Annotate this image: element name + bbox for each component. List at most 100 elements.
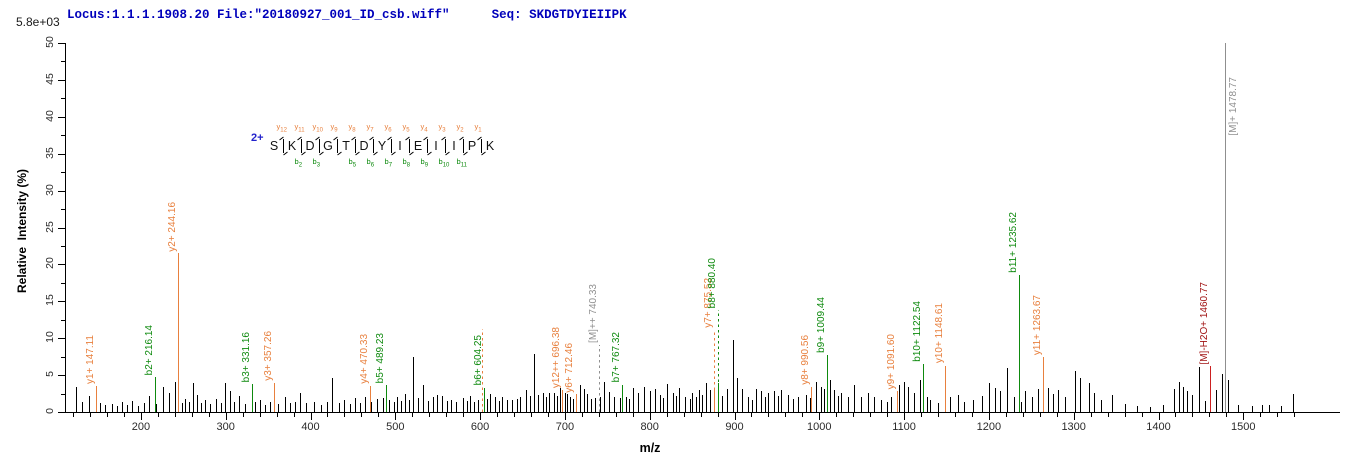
y-ion-tag-y3: y3 <box>438 121 446 133</box>
ion-peak-M-H2O-label: [M]-H2O+ 1460.77 <box>1199 281 1211 365</box>
ion-peak-b5-label: b5+ 489.23 <box>375 333 387 384</box>
spectrum-peak <box>428 400 430 412</box>
spectrum-peak <box>760 390 762 412</box>
ion-peak-y2 <box>178 253 180 412</box>
x-axis-tick <box>785 413 787 417</box>
x-axis-title: m/z <box>639 441 661 455</box>
x-axis-tick <box>429 413 431 417</box>
x-axis-tick <box>530 413 532 417</box>
y-axis-tick <box>58 227 65 229</box>
y-axis-tick <box>61 282 65 284</box>
y-ion-tag-y6: y6 <box>384 121 392 133</box>
spectrum-peak <box>1187 391 1189 412</box>
x-axis-tick <box>191 413 193 417</box>
spectrum-peak <box>874 396 876 412</box>
y-ion-tag-y5: y5 <box>402 121 410 133</box>
x-axis-tick <box>1192 413 1194 417</box>
spectrum-peak <box>469 395 471 412</box>
spectrum-peak <box>696 397 698 412</box>
y-axis-tick <box>61 356 65 358</box>
b-ion-tag-b3: b3 <box>312 157 321 169</box>
y-axis-tick <box>61 245 65 247</box>
spectrum-peak <box>1216 389 1218 412</box>
x-axis-tick <box>649 413 651 420</box>
x-axis-tick <box>971 413 973 417</box>
spectrum-peak <box>1262 405 1263 412</box>
ion-peak-y11-label: y11+ 1263.67 <box>1031 294 1043 355</box>
spectrum-peak <box>1192 395 1194 412</box>
ion-peak-M-label: [M]++ 740.33 <box>588 283 600 343</box>
ion-peak-y2-label: y2+ 244.16 <box>167 201 179 252</box>
ion-peak-b11-label: b11+ 1235.62 <box>1008 212 1020 273</box>
ion-peak-y10-label: y10+ 1148.61 <box>934 303 946 364</box>
x-axis-tick-label: 500 <box>386 421 405 433</box>
ion-peak-b8-leader <box>717 310 719 383</box>
spectrum-peak <box>285 397 287 412</box>
spectrum-peak <box>418 398 420 412</box>
spectrum-peak <box>705 382 707 412</box>
y-ion-tag-y8: y8 <box>348 121 356 133</box>
spectrum-peak <box>132 400 134 412</box>
spectrum-peak <box>512 400 514 412</box>
ion-peak-y11 <box>1042 356 1044 412</box>
x-axis-tick <box>1107 413 1109 417</box>
spectrum-peak <box>1075 370 1077 412</box>
x-axis-tick <box>717 413 719 417</box>
x-axis-tick <box>988 413 990 420</box>
ion-peak-M-label: [M]+ 1478.77 <box>1228 76 1240 136</box>
spectrum-peak <box>408 399 410 412</box>
spectrum-peak <box>904 381 906 412</box>
x-axis-tick <box>276 413 278 417</box>
spectrum-peak <box>1205 400 1207 412</box>
residue-3: D <box>305 139 315 153</box>
x-axis-tick <box>751 413 753 417</box>
ion-peak-y7 <box>713 389 715 412</box>
spectrum-peak <box>82 401 84 412</box>
y-axis-tick-label: 35 <box>44 146 56 159</box>
spectrum-peak <box>546 397 548 412</box>
spectrum-peak <box>689 398 691 412</box>
precursor-charge-label: 2+ <box>251 132 264 144</box>
spectrum-peak <box>1136 406 1138 412</box>
spectrum-peak <box>583 389 585 412</box>
spectrum-peak <box>245 403 247 412</box>
y-axis-tick <box>61 135 65 137</box>
fragmentation-divider-3: y10 b3 <box>313 122 323 169</box>
y-axis-tick <box>58 264 65 266</box>
x-axis-tick <box>581 413 583 417</box>
x-axis-line <box>63 412 1340 413</box>
spectrum-peak <box>637 392 639 412</box>
b-ion-tag-b10: b10 <box>438 157 450 169</box>
x-axis-tick-label: 1100 <box>892 421 916 433</box>
spectrum-peak <box>586 394 588 412</box>
spectrum-peak <box>564 392 566 412</box>
spectrum-peak <box>841 392 843 412</box>
spectrum-peak <box>548 392 550 412</box>
x-axis-tick <box>140 413 142 420</box>
ion-peak-unlabeled <box>482 329 484 412</box>
spectrum-peak <box>659 395 661 412</box>
y-axis-tick <box>61 61 65 63</box>
ion-peak-b2 <box>154 377 156 412</box>
spectrum-peak <box>692 392 694 412</box>
x-axis-tick-label: 300 <box>216 421 235 433</box>
spectrum-peak <box>920 380 922 412</box>
spectrum-peak <box>553 392 555 412</box>
b-ion-tag-b2: b2 <box>294 157 303 169</box>
x-axis-tick-label: 800 <box>640 421 659 433</box>
y-axis-tick <box>61 209 65 211</box>
ion-peak-y6 <box>575 394 577 412</box>
spectrum-peak <box>144 403 146 412</box>
locus-file-text: Locus:1.1.1.1908.20 File:"20180927_001_I… <box>67 8 450 22</box>
x-axis-tick <box>174 413 176 417</box>
spectrum-peak <box>614 396 616 412</box>
spectrum-peak <box>848 396 850 412</box>
x-axis-tick <box>73 413 75 417</box>
spectrum-peak <box>436 395 438 412</box>
spectrum-peak <box>805 395 807 412</box>
spectrum-peak <box>742 389 744 412</box>
spectrum-peak <box>1038 389 1040 412</box>
spectrum-peak <box>359 403 361 412</box>
